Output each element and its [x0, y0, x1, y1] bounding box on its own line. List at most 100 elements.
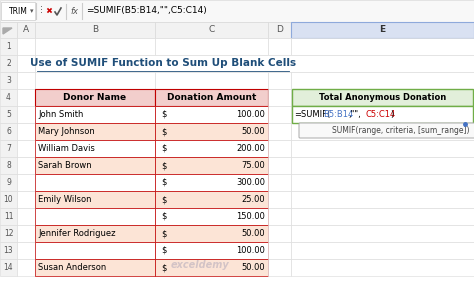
- Bar: [155, 72, 268, 89]
- Text: 150.00: 150.00: [236, 212, 265, 221]
- Bar: [0, 72, 17, 89]
- Text: 14: 14: [4, 263, 13, 272]
- Text: TRIM: TRIM: [9, 6, 27, 15]
- Bar: [35, 242, 155, 259]
- Text: 3: 3: [6, 76, 11, 85]
- Bar: [17, 191, 35, 208]
- Bar: [291, 89, 474, 106]
- Bar: [292, 106, 473, 123]
- Bar: [268, 191, 291, 208]
- Bar: [0, 55, 17, 72]
- Text: 9: 9: [6, 178, 11, 187]
- Text: A: A: [23, 26, 29, 35]
- Text: SUMIF(range, criteria, [sum_range]): SUMIF(range, criteria, [sum_range]): [332, 126, 469, 135]
- Bar: [268, 242, 291, 259]
- Text: D: D: [276, 26, 283, 35]
- Text: John Smith: John Smith: [38, 110, 83, 119]
- Text: 100.00: 100.00: [236, 246, 265, 255]
- Bar: [292, 89, 473, 106]
- Text: William Davis: William Davis: [38, 144, 95, 153]
- Bar: [268, 72, 291, 89]
- Text: C5:C14: C5:C14: [365, 110, 396, 119]
- Bar: [35, 89, 155, 106]
- Text: $: $: [161, 110, 166, 119]
- Text: 50.00: 50.00: [241, 229, 265, 238]
- Bar: [17, 259, 35, 276]
- Bar: [155, 106, 268, 123]
- Bar: [0, 174, 17, 191]
- Bar: [155, 208, 268, 225]
- Bar: [35, 157, 155, 174]
- Text: 50.00: 50.00: [241, 127, 265, 136]
- Bar: [155, 242, 268, 259]
- Text: fx: fx: [70, 6, 78, 15]
- Text: ⁝: ⁝: [40, 6, 44, 16]
- Text: 10: 10: [4, 195, 13, 204]
- Bar: [268, 22, 291, 38]
- Text: $: $: [161, 246, 166, 255]
- Bar: [17, 140, 35, 157]
- Text: Donor Name: Donor Name: [64, 93, 127, 102]
- Text: Total Anonymous Donation: Total Anonymous Donation: [319, 93, 446, 102]
- Bar: [35, 38, 155, 55]
- Text: $: $: [161, 212, 166, 221]
- Text: 13: 13: [4, 246, 13, 255]
- Text: C: C: [209, 26, 215, 35]
- Bar: [35, 174, 155, 191]
- Bar: [268, 140, 291, 157]
- Bar: [291, 208, 474, 225]
- Text: $: $: [161, 195, 166, 204]
- Text: ,"",: ,"",: [348, 110, 361, 119]
- Bar: [291, 157, 474, 174]
- Bar: [268, 259, 291, 276]
- Text: E: E: [380, 26, 385, 35]
- Bar: [0, 157, 17, 174]
- Bar: [0, 259, 17, 276]
- Bar: [155, 191, 268, 208]
- Bar: [0, 191, 17, 208]
- Text: $: $: [161, 263, 166, 272]
- Text: 11: 11: [4, 212, 13, 221]
- Bar: [17, 225, 35, 242]
- Bar: [35, 106, 155, 123]
- Bar: [291, 259, 474, 276]
- Text: Mary Johnson: Mary Johnson: [38, 127, 95, 136]
- Text: Sarah Brown: Sarah Brown: [38, 161, 91, 170]
- Bar: [0, 208, 17, 225]
- Bar: [1, 2, 35, 20]
- Bar: [155, 22, 268, 38]
- Bar: [268, 89, 291, 106]
- Bar: [291, 191, 474, 208]
- Bar: [0, 22, 17, 38]
- Bar: [35, 22, 155, 38]
- Bar: [268, 208, 291, 225]
- Text: 100.00: 100.00: [236, 110, 265, 119]
- Bar: [17, 106, 35, 123]
- Text: $: $: [161, 127, 166, 136]
- Bar: [291, 225, 474, 242]
- Bar: [0, 0, 474, 22]
- Bar: [17, 72, 35, 89]
- Bar: [268, 123, 291, 140]
- Text: 4: 4: [6, 93, 11, 102]
- Bar: [17, 242, 35, 259]
- Text: B5:B14: B5:B14: [323, 110, 354, 119]
- Bar: [268, 157, 291, 174]
- Text: =SUMIF(B5:B14,"",C5:C14): =SUMIF(B5:B14,"",C5:C14): [86, 6, 207, 15]
- Text: B: B: [92, 26, 98, 35]
- Bar: [35, 55, 474, 72]
- Bar: [0, 123, 17, 140]
- FancyBboxPatch shape: [299, 123, 474, 138]
- Bar: [155, 225, 268, 242]
- Bar: [268, 174, 291, 191]
- Text: 50.00: 50.00: [241, 263, 265, 272]
- Bar: [291, 140, 474, 157]
- Text: 75.00: 75.00: [241, 161, 265, 170]
- Text: 7: 7: [6, 144, 11, 153]
- Text: 12: 12: [4, 229, 13, 238]
- Text: =SUMIF(: =SUMIF(: [294, 110, 330, 119]
- Bar: [17, 38, 35, 55]
- Text: 2: 2: [6, 59, 11, 68]
- Text: $: $: [161, 178, 166, 187]
- Bar: [0, 140, 17, 157]
